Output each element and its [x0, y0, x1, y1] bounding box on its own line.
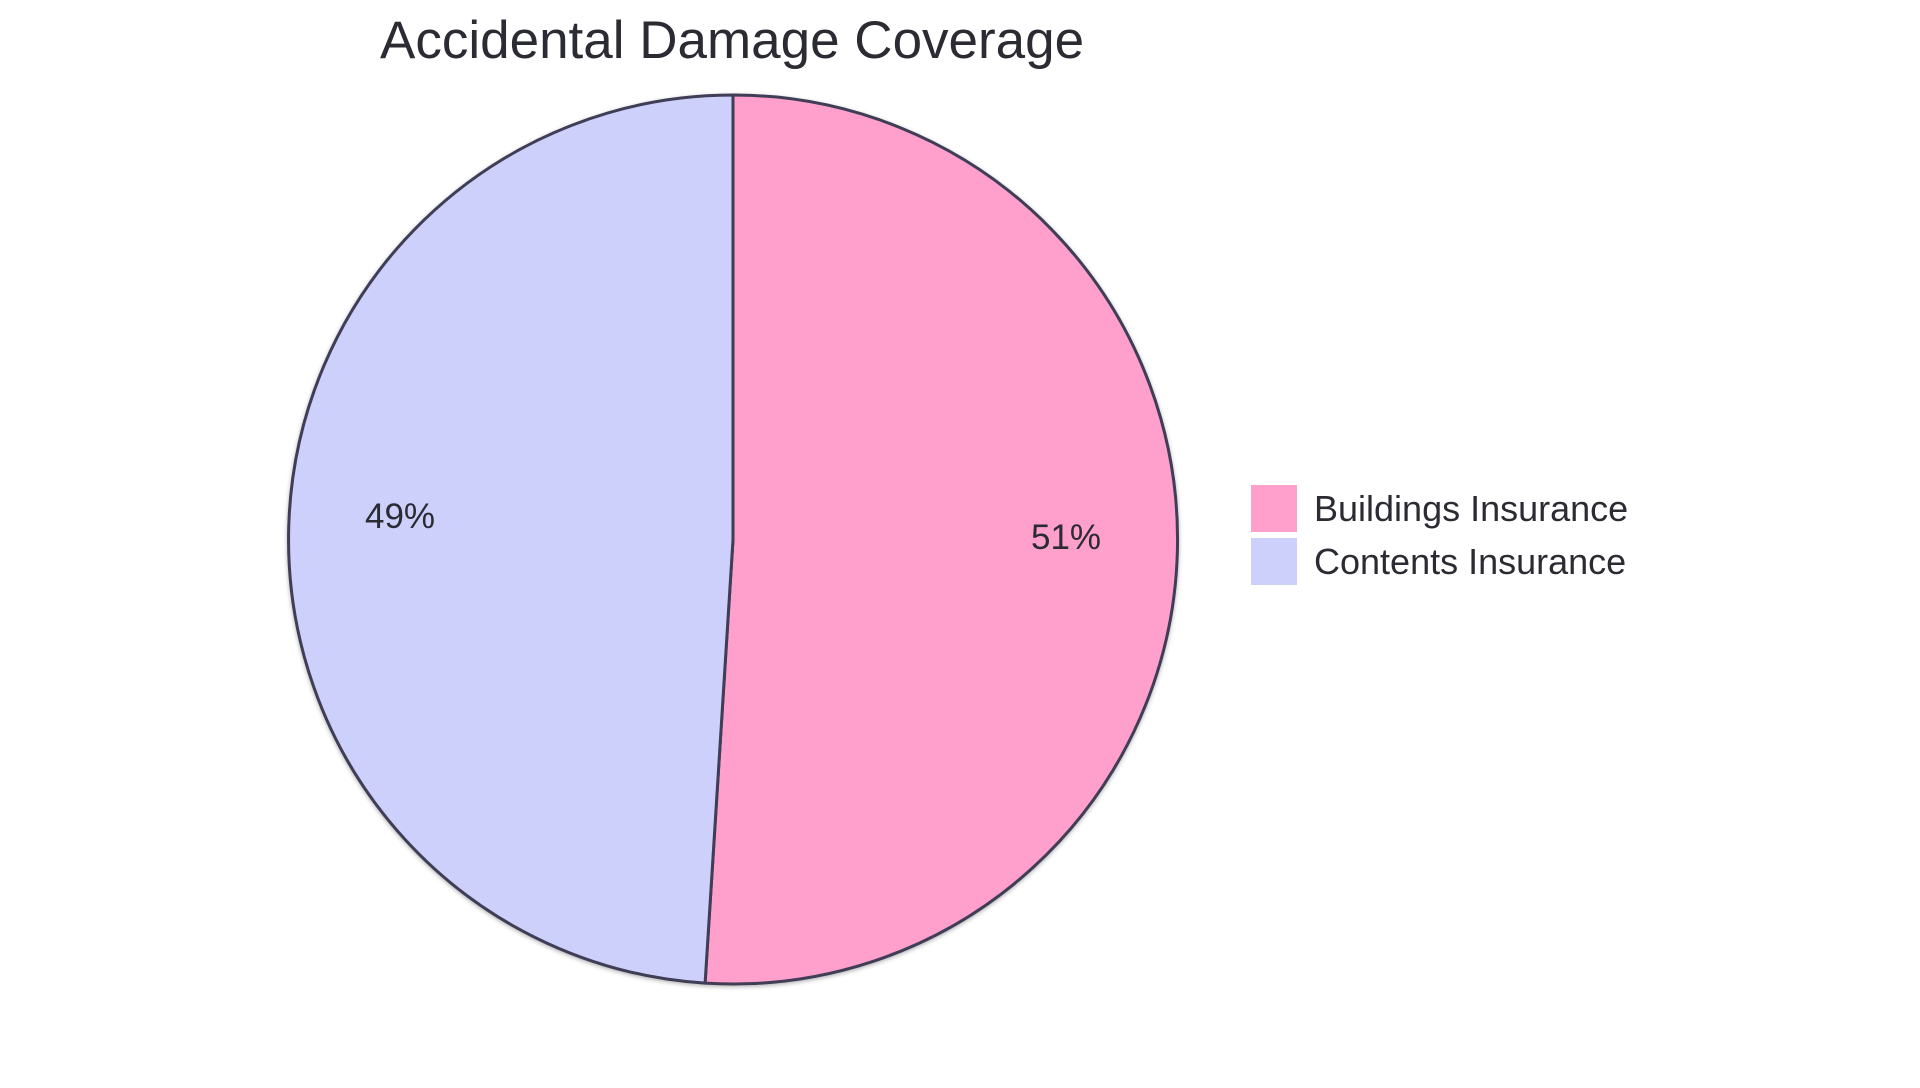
svg-text:49%: 49%	[365, 497, 435, 536]
svg-text:51%: 51%	[1031, 518, 1101, 557]
